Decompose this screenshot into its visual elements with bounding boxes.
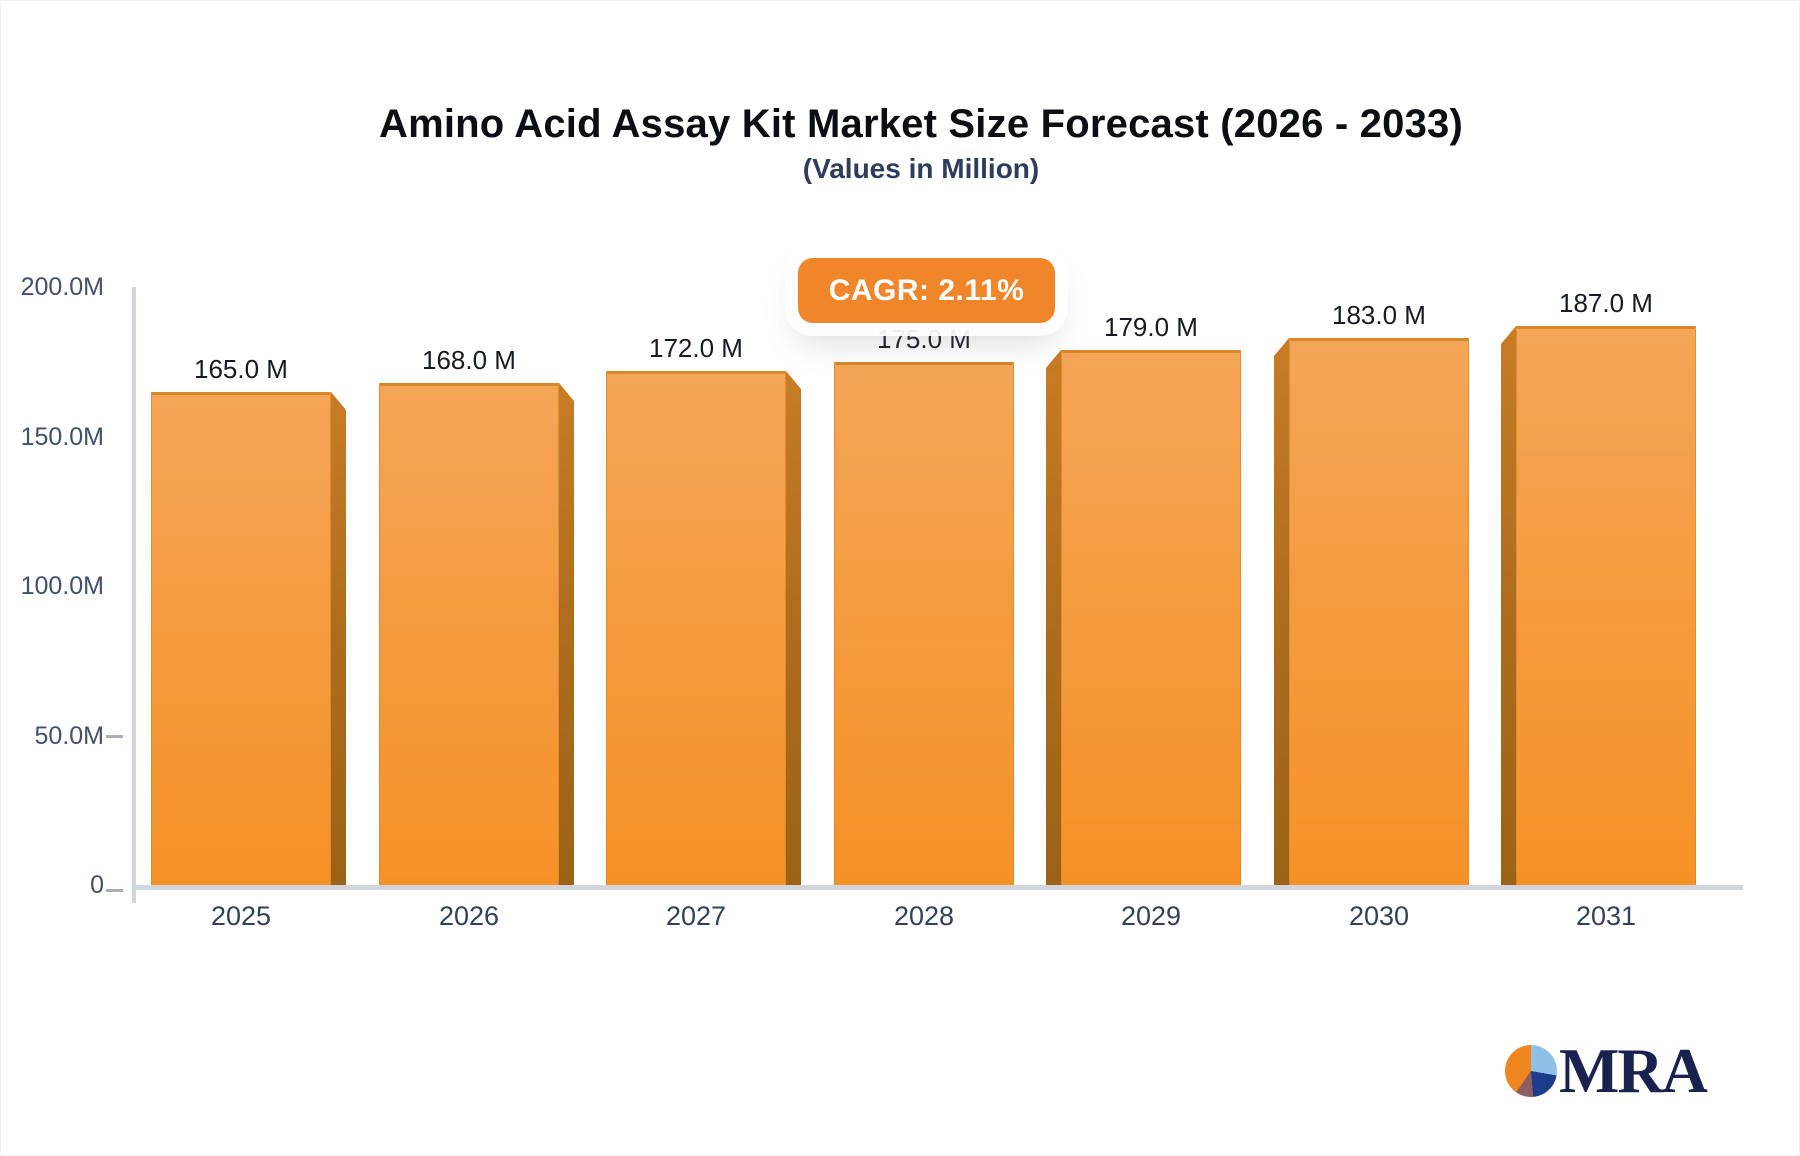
x-axis-label: 2028 <box>893 901 955 931</box>
bar-3d-side-2031 <box>1501 326 1516 885</box>
bar-2030[interactable] <box>1289 338 1469 885</box>
x-axis-label: 2029 <box>1120 901 1182 931</box>
x-axis-line <box>132 885 1743 890</box>
bar-value-label: 165.0 M <box>194 354 288 384</box>
bar-3d-side-2025 <box>331 392 346 885</box>
x-axis-label: 2031 <box>1575 901 1637 931</box>
brand-logo: MRA <box>1505 1035 1708 1106</box>
y-axis-tick <box>106 889 123 892</box>
x-axis-label: 2026 <box>438 901 500 931</box>
bar-2029[interactable] <box>1061 350 1241 885</box>
bar-value-label: 175.0 M <box>877 324 971 354</box>
pie-chart-logo-icon <box>1505 1045 1557 1097</box>
chart-title: Amino Acid Assay Kit Market Size Forecas… <box>378 102 1463 146</box>
bar-3d-side-2027 <box>786 371 801 885</box>
bar-3d-side-2026 <box>559 383 574 885</box>
x-axis-label: 2030 <box>1348 901 1410 931</box>
y-axis-label: 200.0M <box>20 273 104 301</box>
y-axis-line <box>132 287 136 903</box>
bar-2027[interactable] <box>606 371 786 885</box>
bar-2031[interactable] <box>1516 326 1696 885</box>
bar-value-label: 172.0 M <box>649 333 743 363</box>
bar-value-label: 187.0 M <box>1559 288 1653 318</box>
x-axis-label: 2025 <box>210 901 272 931</box>
bar-2025[interactable] <box>151 392 331 885</box>
y-axis-label: 0 <box>90 871 104 899</box>
chart-header: Amino Acid Assay Kit Market Size Forecas… <box>1 99 1799 185</box>
cagr-badge: CAGR: 2.11% <box>798 258 1055 323</box>
cagr-badge-label: CAGR: 2.11% <box>828 273 1025 307</box>
chart-subtitle: (Values in Million) <box>802 153 1040 184</box>
bar-3d-side-2029 <box>1046 350 1061 885</box>
bar-2026[interactable] <box>379 383 559 885</box>
bar-value-label: 183.0 M <box>1332 300 1426 330</box>
x-axis-label: 2027 <box>665 901 727 931</box>
bar-value-label: 179.0 M <box>1104 312 1198 342</box>
bar-3d-side-2030 <box>1274 338 1289 885</box>
y-axis-label: 100.0M <box>20 572 104 600</box>
y-axis-tick <box>106 734 123 738</box>
bar-2028[interactable] <box>834 362 1014 885</box>
y-axis-label: 50.0M <box>34 721 104 750</box>
logo-text: MRA <box>1559 1035 1708 1106</box>
y-axis-label: 150.0M <box>20 422 104 451</box>
bar-value-label: 168.0 M <box>422 345 516 375</box>
